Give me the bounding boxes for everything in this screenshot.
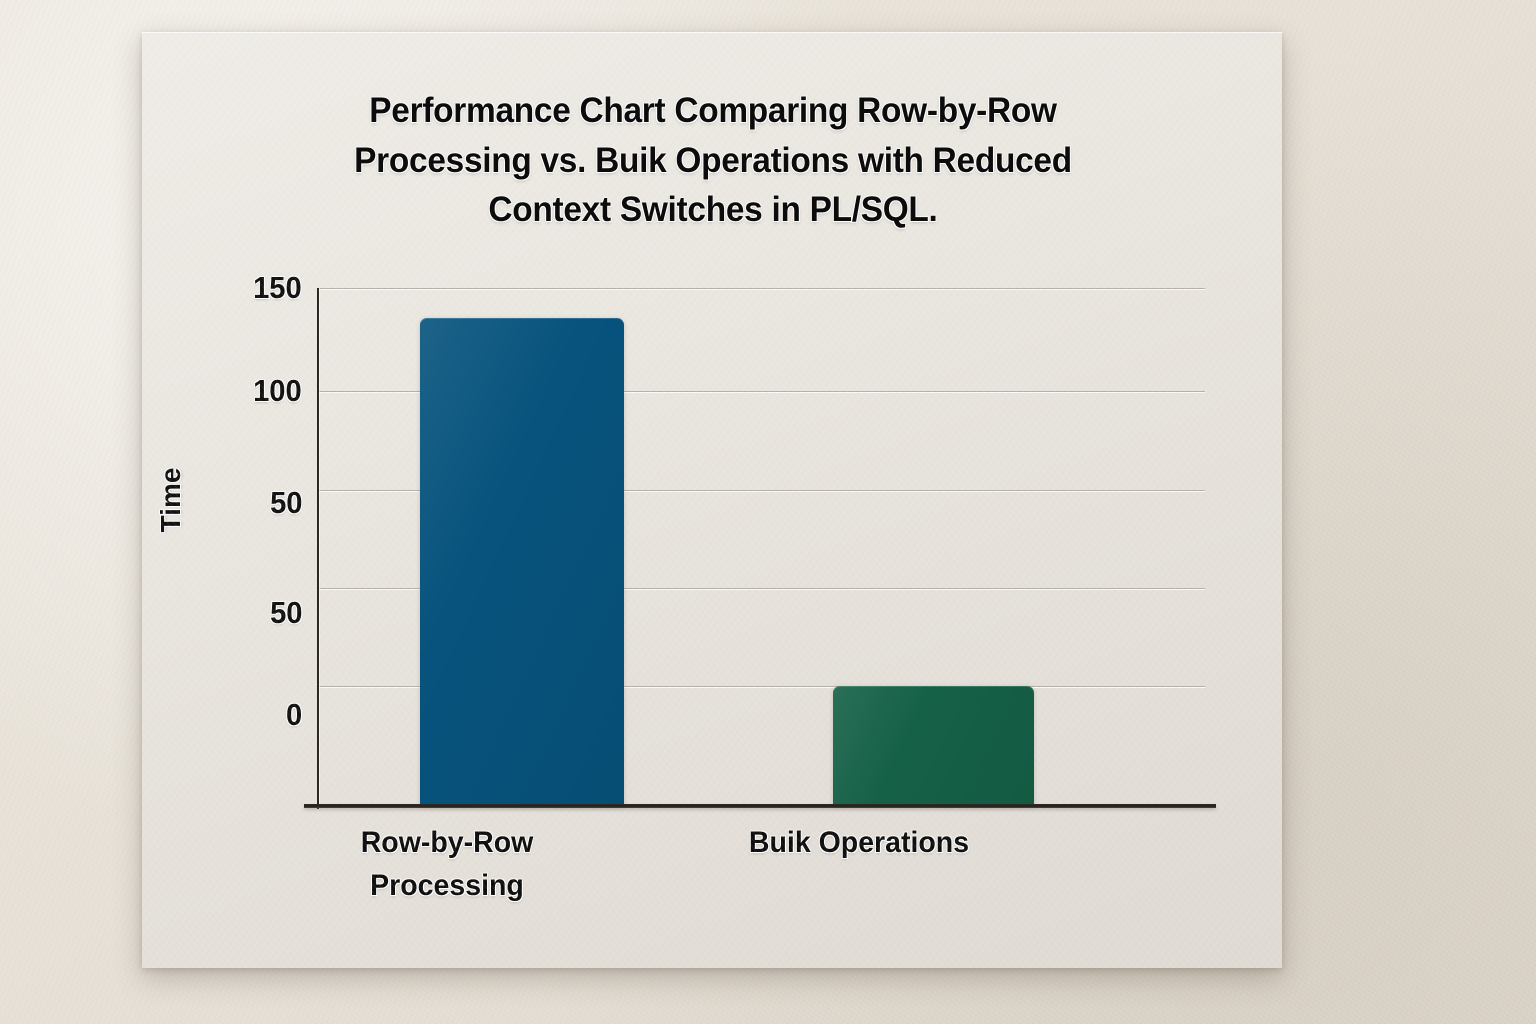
gridline-50-lower xyxy=(317,588,1205,589)
y-tick-label-100: 100 xyxy=(253,373,302,408)
chart-title: Performance Chart Comparing Row-by-Row P… xyxy=(354,91,1072,230)
y-tick-label-50-lower: 50 xyxy=(269,595,302,630)
gridline-100 xyxy=(317,391,1205,392)
gridline-150 xyxy=(317,288,1205,289)
chart-card: Performance Chart Comparing Row-by-Row P… xyxy=(142,32,1282,968)
x-axis-line xyxy=(304,804,1216,808)
x-tick-label-row-by-row-processing: Row-by-Row Processing xyxy=(360,826,534,902)
bar-row-by-row-processing[interactable] xyxy=(420,318,624,806)
bar-bulk-operations[interactable] xyxy=(833,686,1034,806)
y-axis-line xyxy=(317,288,319,809)
y-axis-tick-labels: 150 100 50 50 0 xyxy=(202,32,302,968)
y-tick-label-50-upper: 50 xyxy=(269,485,302,520)
x-tick-label-bulk-operations: Buik Operations xyxy=(748,826,970,859)
gridline-50-upper xyxy=(317,490,1205,491)
gridline-0 xyxy=(317,686,1205,687)
y-tick-label-0: 0 xyxy=(285,697,302,732)
y-tick-label-150: 150 xyxy=(253,270,302,305)
plot-area xyxy=(317,288,1205,806)
y-axis-title: Time xyxy=(155,467,186,533)
